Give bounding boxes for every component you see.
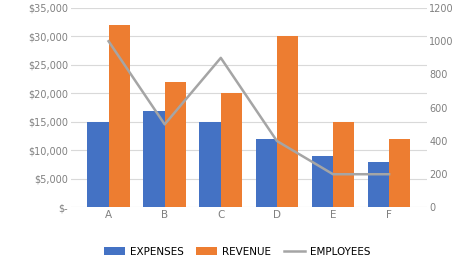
Bar: [389, 139, 410, 207]
EMPLOYEES: [106, 40, 111, 43]
Bar: [277, 36, 298, 207]
Bar: [221, 93, 242, 207]
Bar: [255, 139, 277, 207]
Bar: [368, 162, 389, 207]
EMPLOYEES: [218, 56, 224, 60]
Bar: [143, 111, 164, 207]
Bar: [87, 122, 109, 207]
EMPLOYEES: [162, 123, 167, 126]
Bar: [164, 82, 186, 207]
Bar: [333, 122, 355, 207]
Bar: [109, 25, 130, 207]
Bar: [200, 122, 221, 207]
Legend: EXPENSES, REVENUE, EMPLOYEES: EXPENSES, REVENUE, EMPLOYEES: [100, 242, 374, 261]
EMPLOYEES: [386, 173, 392, 176]
EMPLOYEES: [274, 139, 280, 143]
Line: EMPLOYEES: EMPLOYEES: [109, 41, 389, 174]
Bar: [312, 156, 333, 207]
EMPLOYEES: [330, 173, 336, 176]
